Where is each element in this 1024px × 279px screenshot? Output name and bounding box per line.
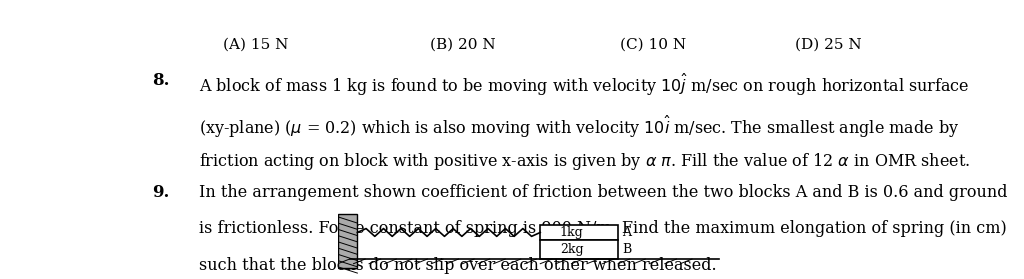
Text: such that the blocks do not slip over each other when released.: such that the blocks do not slip over ea… xyxy=(200,257,717,274)
Text: 9.: 9. xyxy=(152,184,169,201)
Bar xyxy=(338,214,357,268)
Text: (D) 25 N: (D) 25 N xyxy=(795,38,861,52)
Text: B: B xyxy=(622,243,631,256)
Text: A: A xyxy=(622,226,631,239)
Text: 2kg: 2kg xyxy=(560,243,584,256)
Text: (A) 15 N: (A) 15 N xyxy=(223,38,289,52)
Text: A block of mass 1 kg is found to be moving with velocity $10\hat{j}$ m/sec on ro: A block of mass 1 kg is found to be movi… xyxy=(200,72,970,98)
Text: (C) 10 N: (C) 10 N xyxy=(620,38,686,52)
Text: friction acting on block with positive x-axis is given by $\alpha$ $\pi$. Fill t: friction acting on block with positive x… xyxy=(200,151,971,172)
Bar xyxy=(541,225,618,240)
Bar xyxy=(541,240,618,259)
Text: 8.: 8. xyxy=(152,72,169,89)
Text: is frictionless. Force constant of spring is 900 N/m. Find the maximum elongatio: is frictionless. Force constant of sprin… xyxy=(200,220,1008,237)
Text: (B) 20 N: (B) 20 N xyxy=(430,38,496,52)
Text: (xy-plane) ($\mu$ = 0.2) which is also moving with velocity $10\hat{i}$ m/sec. T: (xy-plane) ($\mu$ = 0.2) which is also m… xyxy=(200,114,959,140)
Text: 1kg: 1kg xyxy=(560,226,584,239)
Text: In the arrangement shown coefficient of friction between the two blocks A and B : In the arrangement shown coefficient of … xyxy=(200,184,1008,201)
